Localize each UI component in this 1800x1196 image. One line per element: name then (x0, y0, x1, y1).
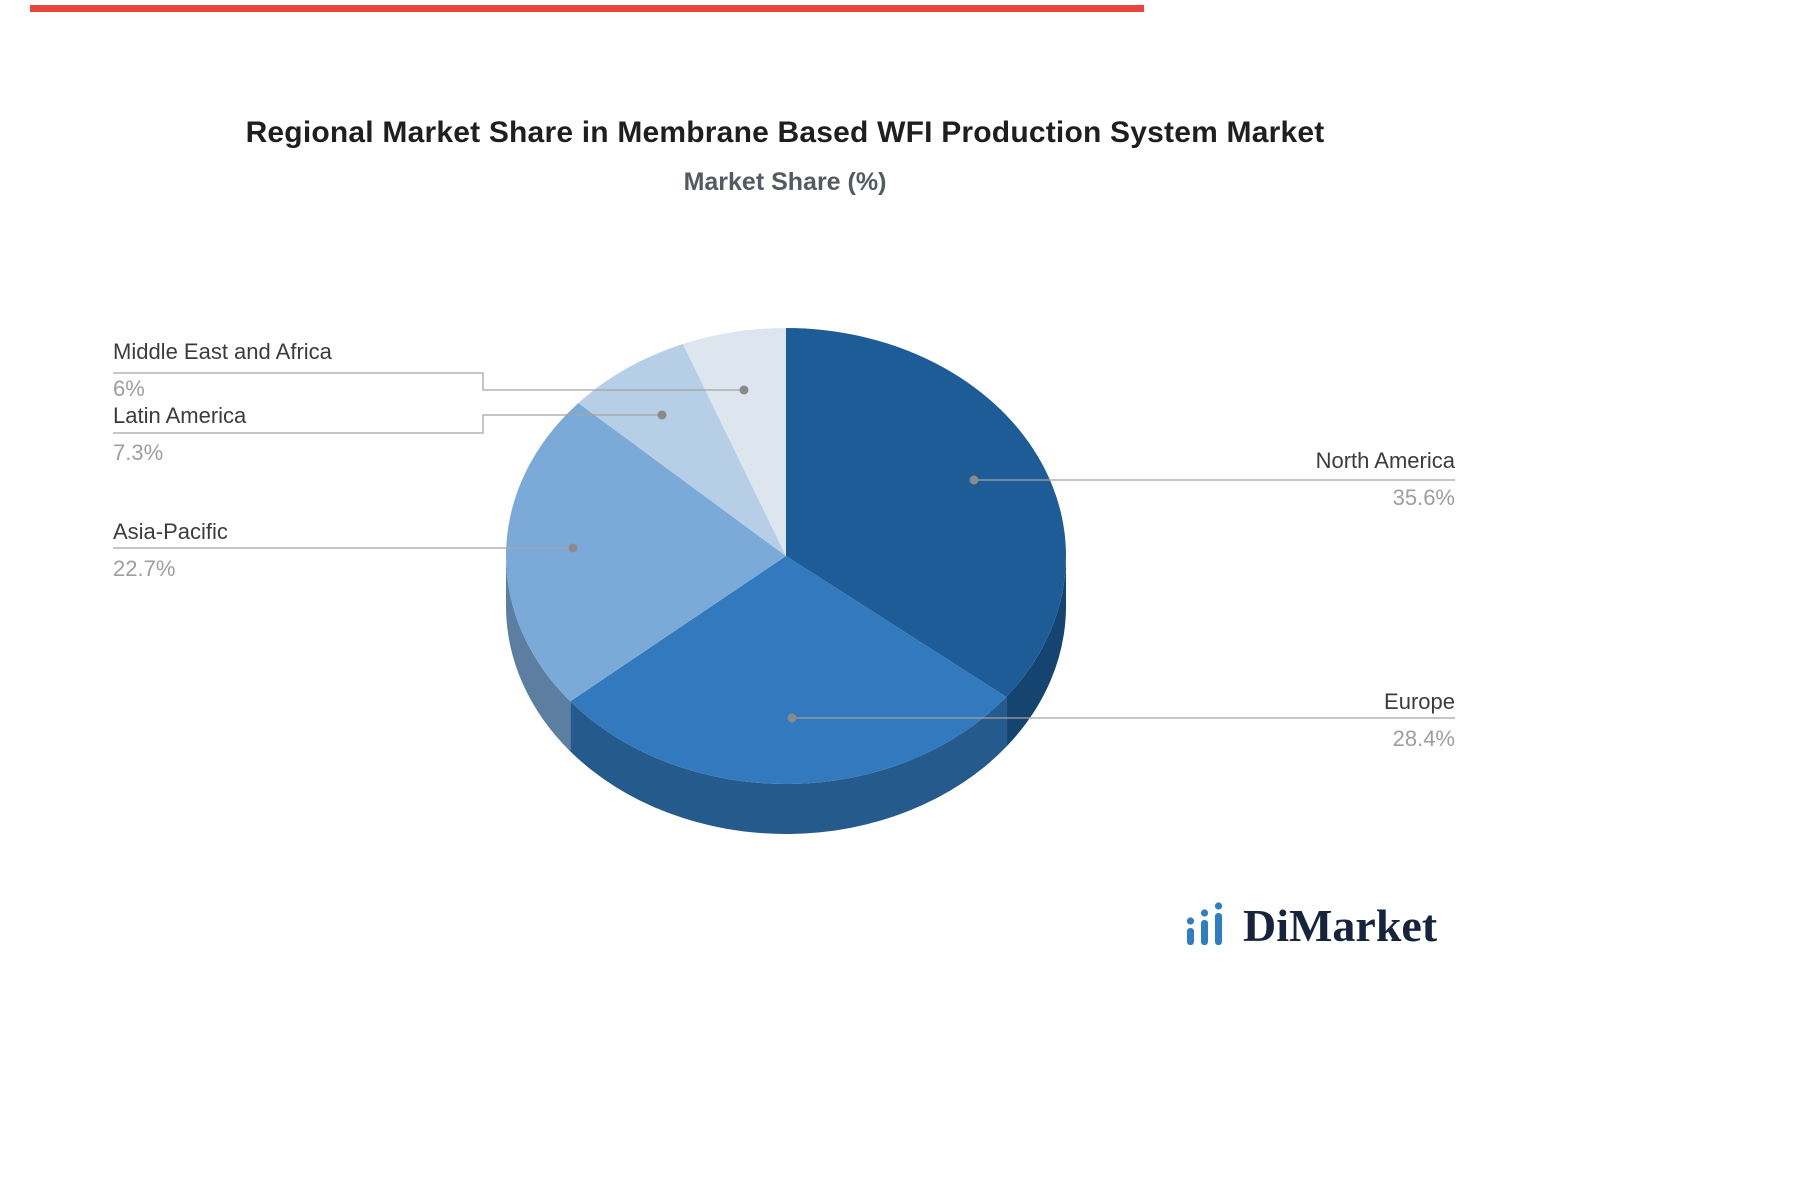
dot-latin-america (657, 410, 667, 420)
label-connector-dots (568, 385, 979, 723)
value-middle-east-and-africa: 6% (113, 376, 145, 401)
label-europe: Europe (1384, 689, 1455, 714)
pie-slice-side-asia-pacific (506, 556, 571, 752)
chart-subtitle: Market Share (%) (683, 168, 887, 196)
pie-slice-north-america[interactable] (786, 328, 1066, 697)
pie-slice-side-north-america (1006, 556, 1066, 747)
pie-chart (506, 328, 1066, 834)
connector-latin-america (113, 414, 658, 434)
dimarket-logo: DiMarket (1183, 901, 1437, 949)
bar-chart-icon (1186, 902, 1223, 945)
chart-title: Regional Market Share in Membrane Based … (245, 116, 1325, 149)
dot-europe (787, 713, 797, 723)
value-latin-america: 7.3% (113, 440, 164, 465)
label-middle-east-and-africa: Middle East and Africa (113, 339, 332, 364)
pie-slice-middle-east-and-africa[interactable] (682, 328, 786, 556)
label-north-america: North America (1315, 448, 1455, 473)
label-connectors (113, 372, 1455, 719)
dot-middle-east-and-africa (739, 385, 749, 395)
dot-north-america (969, 475, 979, 485)
pie-slice-latin-america[interactable] (578, 344, 786, 556)
pie-slice-side-europe (570, 696, 1007, 834)
value-north-america: 35.6% (1392, 485, 1455, 510)
top-red-bar (30, 5, 1144, 12)
label-asia-pacific: Asia-Pacific (113, 519, 228, 544)
dot-asia-pacific (568, 543, 578, 553)
pie-slice-europe[interactable] (570, 556, 1007, 784)
pie-slice-asia-pacific[interactable] (506, 403, 786, 702)
value-europe: 28.4% (1392, 726, 1455, 751)
label-latin-america: Latin America (113, 403, 247, 428)
connector-middle-east-and-africa (113, 372, 740, 391)
value-asia-pacific: 22.7% (113, 556, 176, 581)
logo-text: DiMarket (1243, 900, 1438, 951)
